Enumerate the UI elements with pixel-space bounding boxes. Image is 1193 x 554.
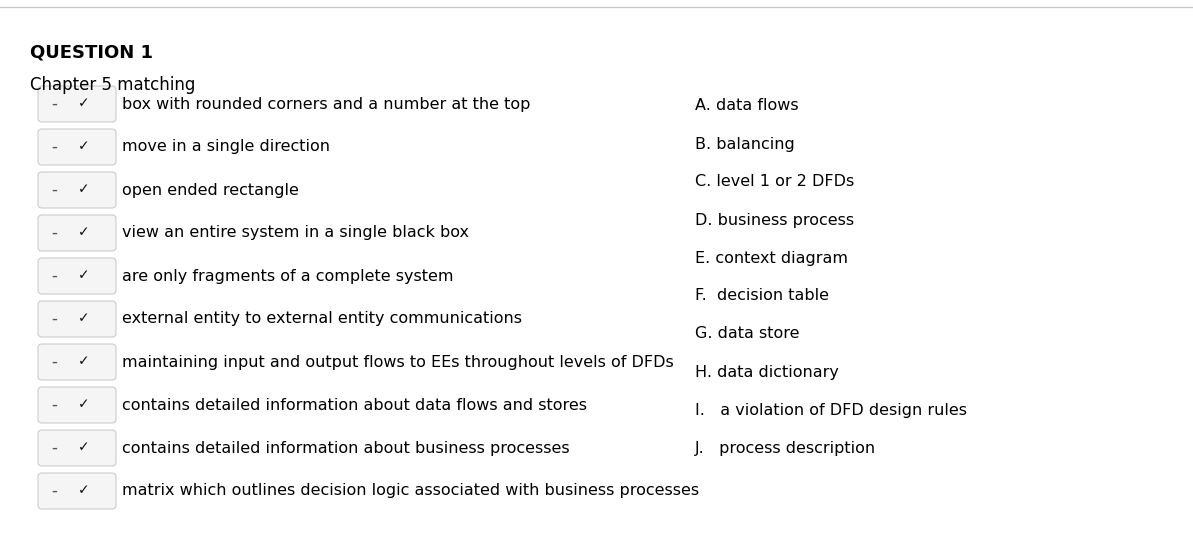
Text: move in a single direction: move in a single direction [122, 140, 330, 155]
Text: contains detailed information about business processes: contains detailed information about busi… [122, 440, 569, 455]
Text: ✓: ✓ [78, 182, 89, 197]
Text: ✓: ✓ [78, 96, 89, 110]
Text: -: - [51, 482, 57, 500]
Text: open ended rectangle: open ended rectangle [122, 182, 299, 197]
Text: G. data store: G. data store [696, 326, 799, 341]
Text: are only fragments of a complete system: are only fragments of a complete system [122, 269, 453, 284]
Text: matrix which outlines decision logic associated with business processes: matrix which outlines decision logic ass… [122, 484, 699, 499]
Text: -: - [51, 353, 57, 371]
Text: I.   a violation of DFD design rules: I. a violation of DFD design rules [696, 403, 968, 418]
Text: B. balancing: B. balancing [696, 136, 795, 151]
Text: ✓: ✓ [78, 440, 89, 454]
FancyBboxPatch shape [38, 344, 116, 380]
Text: box with rounded corners and a number at the top: box with rounded corners and a number at… [122, 96, 531, 111]
Text: -: - [51, 310, 57, 328]
Text: Chapter 5 matching: Chapter 5 matching [30, 76, 196, 94]
Text: -: - [51, 439, 57, 457]
Text: ✓: ✓ [78, 269, 89, 283]
Text: ✓: ✓ [78, 398, 89, 412]
FancyBboxPatch shape [38, 258, 116, 294]
Text: F.  decision table: F. decision table [696, 289, 829, 304]
FancyBboxPatch shape [38, 86, 116, 122]
Text: -: - [51, 181, 57, 199]
FancyBboxPatch shape [38, 215, 116, 251]
Text: QUESTION 1: QUESTION 1 [30, 44, 153, 62]
Text: contains detailed information about data flows and stores: contains detailed information about data… [122, 398, 587, 413]
Text: view an entire system in a single black box: view an entire system in a single black … [122, 225, 469, 240]
Text: -: - [51, 224, 57, 242]
Text: C. level 1 or 2 DFDs: C. level 1 or 2 DFDs [696, 175, 854, 189]
Text: A. data flows: A. data flows [696, 99, 798, 114]
Text: maintaining input and output flows to EEs throughout levels of DFDs: maintaining input and output flows to EE… [122, 355, 674, 370]
Text: -: - [51, 267, 57, 285]
Text: -: - [51, 396, 57, 414]
FancyBboxPatch shape [38, 430, 116, 466]
Text: -: - [51, 95, 57, 113]
Text: ✓: ✓ [78, 484, 89, 497]
Text: D. business process: D. business process [696, 213, 854, 228]
Text: ✓: ✓ [78, 140, 89, 153]
Text: H. data dictionary: H. data dictionary [696, 365, 839, 379]
FancyBboxPatch shape [38, 172, 116, 208]
Text: ✓: ✓ [78, 355, 89, 368]
FancyBboxPatch shape [38, 473, 116, 509]
FancyBboxPatch shape [38, 301, 116, 337]
Text: external entity to external entity communications: external entity to external entity commu… [122, 311, 523, 326]
Text: E. context diagram: E. context diagram [696, 250, 848, 265]
Text: ✓: ✓ [78, 225, 89, 239]
Text: -: - [51, 138, 57, 156]
FancyBboxPatch shape [38, 129, 116, 165]
Text: ✓: ✓ [78, 311, 89, 326]
Text: J.   process description: J. process description [696, 440, 876, 455]
FancyBboxPatch shape [38, 387, 116, 423]
